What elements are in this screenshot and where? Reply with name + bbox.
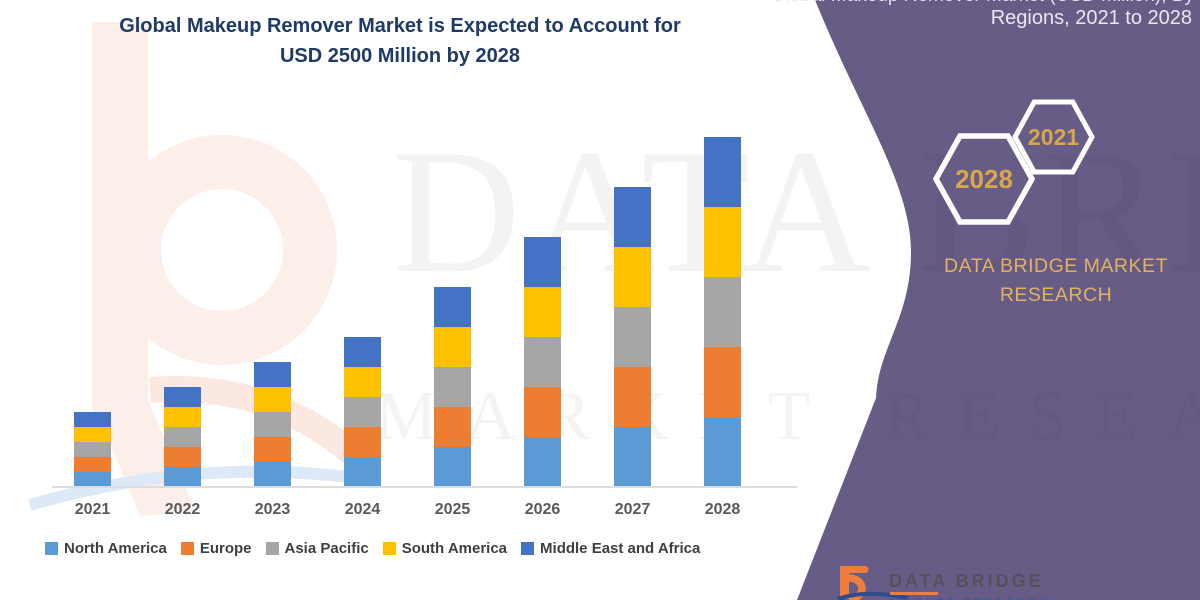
bar-2025: [434, 286, 471, 487]
bar-segment-2022-asia-pacific: [164, 426, 201, 447]
x-axis-label-2021: 2021: [74, 501, 111, 518]
legend-label: Europe: [199, 540, 252, 557]
bar-segment-2025-north-america: [434, 446, 471, 487]
legend: North America Europe Asia Pacific South Ame…: [45, 540, 700, 557]
bar-2028: [704, 137, 741, 487]
legend-item-north-america: North America: [45, 540, 167, 557]
bar-segment-2025-south-america: [434, 326, 471, 367]
legend-label: North America: [64, 540, 167, 557]
watermark-logo-bowl: [107, 135, 337, 365]
x-axis-label-2025: 2025: [434, 501, 471, 518]
bar-segment-2025-middle-east-and-africa: [434, 286, 471, 327]
x-axis-label-2027: 2027: [614, 501, 651, 518]
bar-segment-2024-north-america: [344, 456, 381, 487]
hexagon-badges: 2021 2028: [932, 99, 1095, 225]
bar-2024: [344, 336, 381, 487]
bar-segment-2028-south-america: [704, 207, 741, 277]
bar-segment-2025-europe: [434, 406, 471, 447]
footer-logo-icon: [837, 566, 909, 600]
legend-item-middle-east-and-africa: Middle East and Africa: [521, 540, 700, 557]
bar-2027: [614, 186, 651, 487]
legend-label: Asia Pacific: [284, 540, 369, 557]
legend-label: Middle East and Africa: [540, 540, 701, 557]
hexagon-2028: [932, 133, 1036, 225]
legend-item-asia-pacific: Asia Pacific: [265, 540, 369, 557]
panel-subtitle: Regions, 2021 to 2028: [990, 7, 1192, 29]
bar-segment-2027-europe: [614, 366, 651, 427]
bar-segment-2022-north-america: [164, 466, 201, 487]
legend-item-europe: Europe: [180, 540, 252, 557]
chart-title-line1: Global Makeup Remover Market is Expected…: [119, 15, 681, 37]
bar-segment-2027-south-america: [614, 246, 651, 307]
x-axis-label-2023: 2023: [254, 501, 291, 518]
x-axis-label-2028: 2028: [704, 501, 741, 518]
legend-label: South America: [401, 540, 508, 557]
bar-segment-2022-south-america: [164, 406, 201, 427]
bar-2026: [524, 237, 561, 487]
bar-2023: [254, 361, 291, 487]
bar-segment-2028-europe: [704, 347, 741, 417]
bar-segment-2023-south-america: [254, 386, 291, 412]
brand-text: DATA BRIDGE MARKET RESEARCH: [916, 252, 1196, 310]
bar-segment-2024-europe: [344, 426, 381, 457]
legend-swatch: [265, 542, 279, 555]
footer-logo-b-bowl: [848, 574, 866, 600]
purple-panel-shape: [797, 0, 1200, 600]
brand-text-line2: RESEARCH: [999, 284, 1113, 306]
hexagon-2028-label: 2028: [955, 164, 1013, 194]
footer-logo-swoosh: [837, 591, 909, 600]
bar-2021: [74, 412, 111, 487]
bar-segment-2022-europe: [164, 446, 201, 467]
bar-segment-2021-north-america: [74, 472, 111, 487]
x-axis-label-2026: 2026: [524, 501, 561, 518]
bar-segment-2023-middle-east-and-africa: [254, 361, 291, 387]
chart-title-line2: USD 2500 Million by 2028: [279, 45, 521, 67]
bar-segment-2024-asia-pacific: [344, 396, 381, 427]
bar-segment-2027-asia-pacific: [614, 306, 651, 367]
bar-segment-2028-north-america: [704, 417, 741, 487]
legend-swatch: [45, 542, 58, 555]
bar-segment-2027-north-america: [614, 426, 651, 487]
bar-2022: [164, 386, 201, 487]
bar-segment-2026-europe: [524, 387, 561, 438]
bar-segment-2023-europe: [254, 436, 291, 462]
bar-segment-2021-middle-east-and-africa: [74, 412, 111, 428]
footer-logo-name: DATA BRIDGE: [889, 571, 1044, 591]
bar-segment-2027-middle-east-and-africa: [614, 186, 651, 247]
x-axis-line: [52, 486, 797, 488]
hexagon-2021: [1012, 99, 1095, 175]
footer-logo-b-stem: [840, 566, 869, 599]
footer-logo-subname: MARKET RESEARCH: [890, 596, 1050, 600]
x-axis-label-2022: 2022: [164, 501, 201, 518]
bar-segment-2024-south-america: [344, 366, 381, 397]
legend-swatch: [180, 542, 194, 555]
bar-segment-2021-south-america: [74, 427, 111, 443]
x-axis-label-2024: 2024: [344, 501, 381, 518]
bar-segment-2026-asia-pacific: [524, 337, 561, 388]
legend-swatch: [382, 542, 396, 555]
bar-segment-2028-asia-pacific: [704, 277, 741, 347]
bar-segment-2026-south-america: [524, 287, 561, 338]
bar-segment-2021-europe: [74, 457, 111, 473]
bar-segment-2028-middle-east-and-africa: [704, 137, 741, 207]
brand-text-line1: DATA BRIDGE MARKET: [944, 255, 1168, 277]
bar-segment-2022-middle-east-and-africa: [164, 386, 201, 407]
bar-segment-2023-north-america: [254, 461, 291, 487]
bar-segment-2024-middle-east-and-africa: [344, 336, 381, 367]
chart-title: Global Makeup Remover Market is Expected…: [40, 11, 760, 71]
bar-segment-2026-north-america: [524, 437, 561, 487]
legend-item-south-america: South America: [382, 540, 508, 557]
hexagon-2021-label: 2021: [1028, 124, 1079, 150]
panel-clipped-text: Global Makeup Remover Market (USD Millio…: [764, 0, 1194, 9]
footer-logo-underline: [890, 592, 938, 595]
bar-segment-2026-middle-east-and-africa: [524, 237, 561, 288]
bar-segment-2025-asia-pacific: [434, 366, 471, 407]
legend-swatch: [521, 542, 535, 555]
bar-segment-2023-asia-pacific: [254, 411, 291, 437]
bar-segment-2021-asia-pacific: [74, 442, 111, 458]
